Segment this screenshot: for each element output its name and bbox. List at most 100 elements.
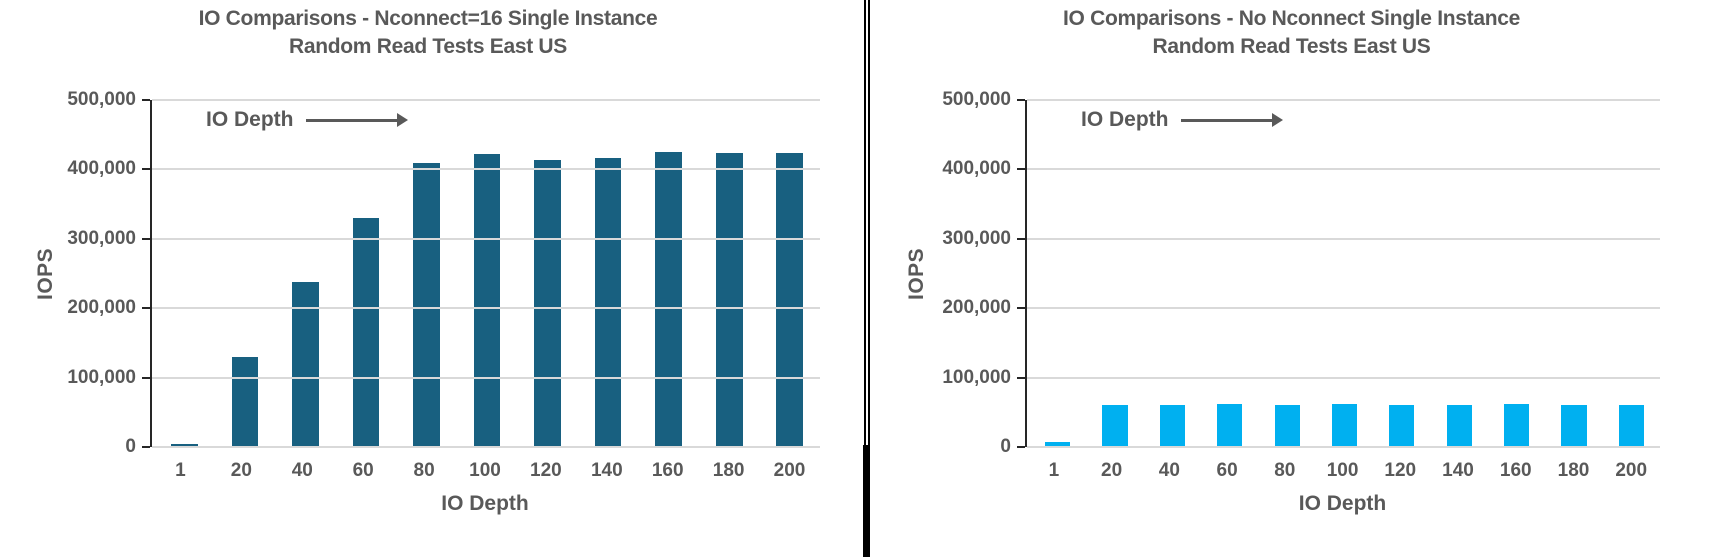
- bar-io-depth-80: [1274, 405, 1300, 447]
- x-tick-label: 80: [1274, 460, 1296, 481]
- bar-band: [336, 100, 397, 447]
- bar-io-depth-60: [352, 217, 380, 447]
- bar-band: [457, 100, 518, 447]
- gridline: [142, 307, 820, 310]
- chart-title-line2: Random Read Tests East US: [288, 35, 568, 58]
- bars: [1029, 100, 1660, 447]
- bar-band: [1316, 100, 1373, 447]
- bar-io-depth-40: [292, 281, 319, 447]
- chart-title: IO Comparisons - Nconnect=16 Single Inst…: [0, 5, 856, 61]
- chart-title-line1: IO Comparisons - Nconnect=16 Single Inst…: [198, 7, 658, 30]
- panel-divider-double-line: [864, 0, 870, 445]
- bar-io-depth-200: [1618, 405, 1644, 447]
- x-tick-label: 100: [469, 460, 501, 481]
- gridline: [1017, 376, 1660, 379]
- bar-band: [1201, 100, 1258, 447]
- io-depth-annotation: IO Depth: [1081, 108, 1283, 132]
- chart-no-nconnect: IO Comparisons - No Nconnect Single Inst…: [871, 0, 1712, 557]
- y-tick-label: 300,000: [67, 227, 136, 249]
- gridline: [142, 168, 820, 171]
- gridline: [142, 237, 820, 240]
- bar-io-depth-100: [473, 154, 501, 447]
- bar-band: [1029, 100, 1086, 447]
- panel-divider-thick-line: [863, 445, 870, 557]
- x-tick-label: 140: [1442, 460, 1474, 481]
- bar-io-depth-40: [1159, 405, 1186, 447]
- y-tick-label: 400,000: [942, 158, 1011, 180]
- bar-io-depth-200: [776, 152, 804, 447]
- x-tick-label: 80: [413, 460, 435, 481]
- y-tick-label: 300,000: [942, 227, 1011, 249]
- y-tick-label: 200,000: [942, 297, 1011, 319]
- x-tick-label: 120: [530, 460, 562, 481]
- bar-io-depth-160: [655, 152, 682, 447]
- bar-io-depth-120: [534, 160, 561, 447]
- x-tick-label: 100: [1326, 460, 1359, 481]
- y-tick-label: 100,000: [942, 366, 1011, 388]
- bar-band: [699, 100, 760, 447]
- y-tick-label: 0: [125, 436, 136, 457]
- gridline: [1017, 237, 1660, 240]
- bar-band: [1144, 100, 1201, 447]
- x-tick-label: 180: [712, 460, 745, 481]
- x-axis-title: IO Depth: [441, 492, 529, 515]
- bar-band: [154, 100, 215, 447]
- x-tick-label: 120: [1384, 460, 1417, 481]
- bar-io-depth-140: [594, 158, 622, 447]
- bar-io-depth-120: [1389, 405, 1415, 447]
- bar-io-depth-80: [413, 163, 440, 447]
- bar-io-depth-160: [1503, 403, 1530, 447]
- gridline: [1017, 307, 1660, 310]
- bar-io-depth-20: [231, 356, 259, 447]
- x-axis-tick-labels: 1 20 40 60 80 100 120 140 160 180 200: [150, 460, 820, 482]
- chart-title: IO Comparisons - No Nconnect Single Inst…: [871, 5, 1712, 61]
- gridline: [1017, 446, 1660, 448]
- plot-area: IO Depth: [142, 99, 820, 448]
- gridline: [1017, 168, 1660, 171]
- bars: [154, 100, 820, 447]
- x-axis-tick-labels: 1 20 40 60 80 100 120 140 160 180 200: [1025, 460, 1660, 482]
- io-depth-annotation-label: IO Depth: [206, 108, 294, 131]
- y-axis-tick-labels: 0 100,000 200,000 300,000 400,000 500,000: [42, 89, 136, 457]
- x-tick-label: 1: [175, 460, 186, 481]
- bar-io-depth-20: [1102, 405, 1128, 447]
- bar-band: [517, 100, 578, 447]
- bar-band: [578, 100, 639, 447]
- y-tick-label: 500,000: [67, 89, 136, 110]
- bar-band: [1086, 100, 1143, 447]
- x-tick-label: 60: [352, 460, 374, 481]
- chart-title-line1: IO Comparisons - No Nconnect Single Inst…: [1062, 7, 1521, 30]
- right-arrow-icon: [1180, 112, 1283, 127]
- gridline: [142, 99, 820, 101]
- gridline: [142, 376, 820, 379]
- gridline: [142, 446, 820, 448]
- y-axis-tick-labels: 0 100,000 200,000 300,000 400,000 500,000: [917, 89, 1011, 457]
- bar-band: [1373, 100, 1430, 447]
- bar-io-depth-180: [715, 153, 743, 447]
- bar-io-depth-180: [1561, 405, 1587, 447]
- x-tick-label: 140: [590, 460, 623, 481]
- bar-io-depth-140: [1446, 405, 1472, 447]
- bar-io-depth-60: [1217, 403, 1243, 447]
- bar-io-depth-100: [1331, 403, 1358, 447]
- plot-area: IO Depth: [1017, 99, 1660, 448]
- bar-band: [1545, 100, 1602, 447]
- bar-band: [1603, 100, 1660, 447]
- x-tick-label: 40: [1158, 460, 1180, 481]
- chart-nconnect16: IO Comparisons - Nconnect=16 Single Inst…: [0, 5, 856, 515]
- y-tick-label: 0: [1000, 436, 1011, 457]
- y-tick-label: 500,000: [942, 89, 1011, 110]
- y-tick-label: 400,000: [67, 158, 136, 180]
- x-tick-label: 160: [1499, 460, 1532, 481]
- bar-band: [1431, 100, 1488, 447]
- x-tick-label: 180: [1557, 460, 1590, 481]
- x-tick-label: 40: [291, 460, 313, 481]
- y-tick-label: 100,000: [67, 366, 136, 388]
- bar-band: [1488, 100, 1545, 447]
- bar-io-depth-1: [170, 443, 198, 447]
- x-tick-label: 200: [773, 460, 806, 481]
- bar-band: [396, 100, 457, 447]
- io-depth-annotation: IO Depth: [206, 108, 408, 132]
- x-tick-label: 160: [651, 460, 684, 481]
